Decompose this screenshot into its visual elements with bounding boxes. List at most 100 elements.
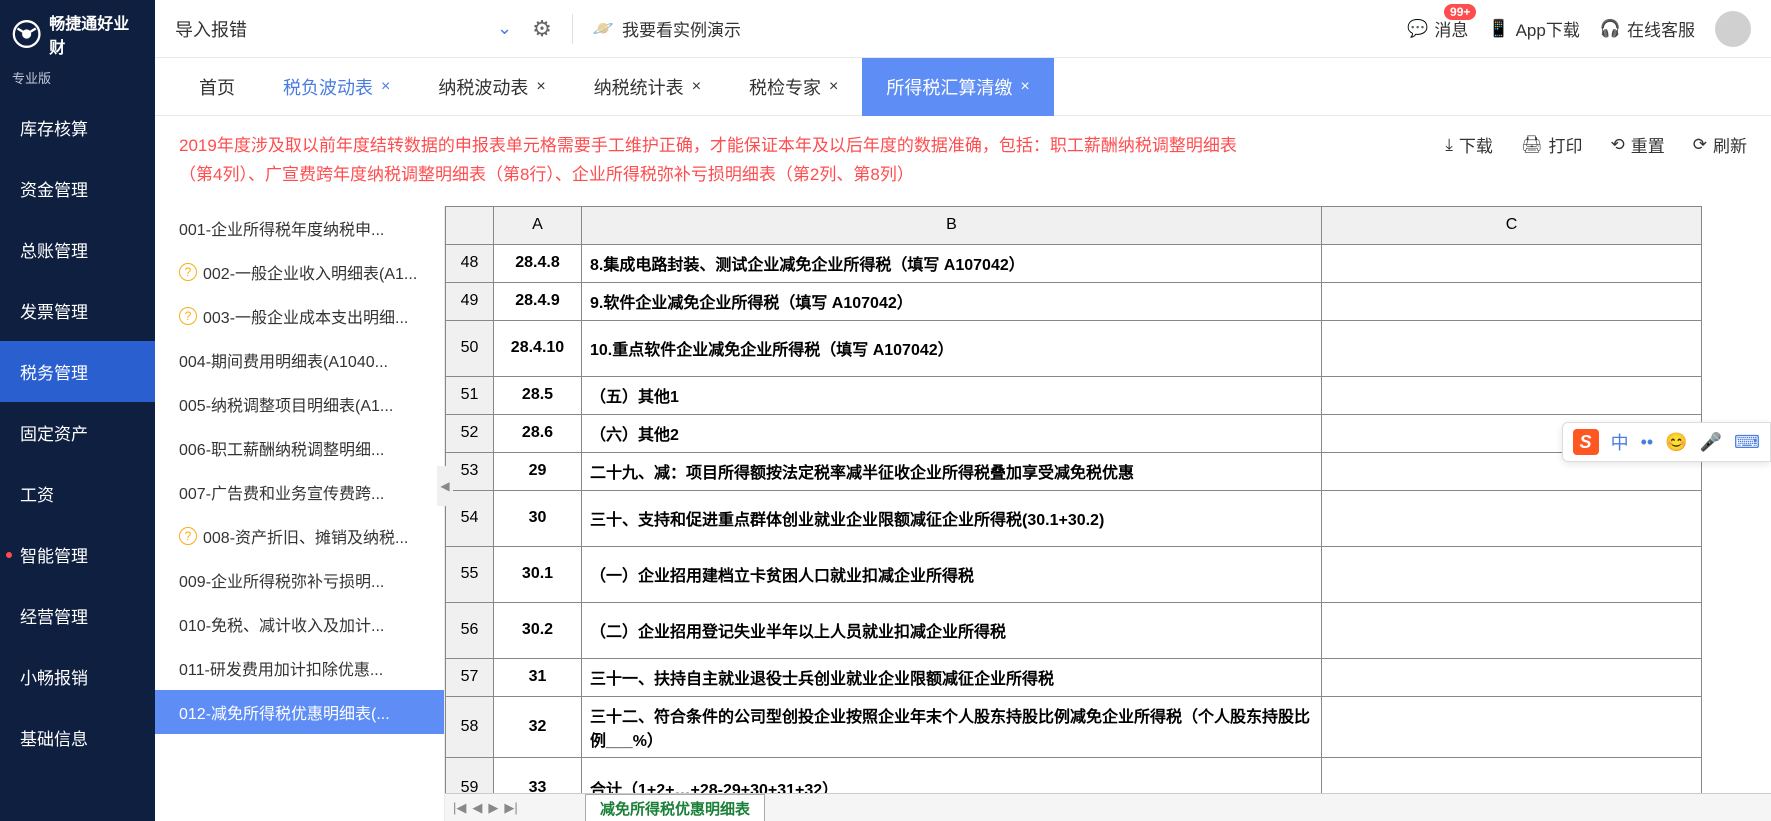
tree-item-9[interactable]: 010-免税、减计收入及加计... [155, 602, 444, 646]
messages-button[interactable]: 💬 消息 99+ [1407, 16, 1468, 41]
ime-mic-icon[interactable]: 🎤 [1700, 432, 1722, 453]
col-header-B[interactable]: B [582, 206, 1322, 244]
close-icon[interactable]: × [692, 78, 701, 96]
nav-item-8[interactable]: 经营管理 [0, 585, 155, 646]
refresh-button[interactable]: ⟳刷新 [1693, 132, 1747, 157]
nav-item-5[interactable]: 固定资产 [0, 402, 155, 463]
cell[interactable]: 30 [494, 490, 582, 546]
row-header[interactable]: 56 [446, 602, 494, 658]
demo-link[interactable]: 🪐 我要看实例演示 [593, 16, 741, 41]
cell[interactable]: 三十一、扶持自主就业退役士兵创业就业企业限额减征企业所得税 [582, 658, 1322, 696]
cell[interactable] [1322, 546, 1702, 602]
cell[interactable]: 28.6 [494, 414, 582, 452]
cell[interactable] [1322, 658, 1702, 696]
cell[interactable] [1322, 282, 1702, 320]
tab-3[interactable]: 纳税统计表× [570, 58, 725, 116]
row-header[interactable]: 48 [446, 244, 494, 282]
gear-icon[interactable]: ⚙ [532, 16, 552, 42]
sheet-tab[interactable]: 减免所得税优惠明细表 [585, 794, 765, 821]
ime-logo-icon[interactable]: S [1573, 429, 1599, 455]
nav-item-10[interactable]: 基础信息 [0, 707, 155, 768]
cell[interactable] [1322, 244, 1702, 282]
row-header[interactable]: 55 [446, 546, 494, 602]
row-header[interactable]: 57 [446, 658, 494, 696]
cell[interactable]: 三十二、符合条件的公司型创投企业按照企业年末个人股东持股比例减免企业所得税（个人… [582, 696, 1322, 757]
nav-item-7[interactable]: 智能管理 [0, 524, 155, 585]
close-icon[interactable]: × [536, 78, 545, 96]
customer-service-button[interactable]: 🎧 在线客服 [1600, 16, 1695, 41]
nav-item-2[interactable]: 总账管理 [0, 219, 155, 280]
cell[interactable] [1322, 602, 1702, 658]
cell[interactable]: 28.4.10 [494, 320, 582, 376]
cell[interactable]: 28.4.8 [494, 244, 582, 282]
tree-item-6[interactable]: 007-广告费和业务宣传费跨... [155, 470, 444, 514]
cell[interactable] [1322, 696, 1702, 757]
tab-2[interactable]: 纳税波动表× [414, 58, 569, 116]
cell[interactable]: 30.2 [494, 602, 582, 658]
row-header[interactable]: 50 [446, 320, 494, 376]
row-header[interactable]: 49 [446, 282, 494, 320]
cell[interactable]: 9.软件企业减免企业所得税（填写 A107042） [582, 282, 1322, 320]
ime-emoji-icon[interactable]: 😊 [1665, 432, 1687, 453]
page-dropdown[interactable]: 导入报错 ⌄ [175, 16, 512, 42]
ime-keyboard-icon[interactable]: ⌨ [1734, 432, 1760, 453]
col-header-C[interactable]: C [1322, 206, 1702, 244]
nav-item-4[interactable]: 税务管理 [0, 341, 155, 402]
nav-item-1[interactable]: 资金管理 [0, 158, 155, 219]
download-button[interactable]: ⤓下载 [1445, 132, 1493, 157]
tree-item-5[interactable]: 006-职工薪酬纳税调整明细... [155, 426, 444, 470]
tab-4[interactable]: 税检专家× [725, 58, 862, 116]
cell[interactable]: 8.集成电路封装、测试企业减免企业所得税（填写 A107042） [582, 244, 1322, 282]
ime-punct-icon[interactable]: •• [1641, 432, 1654, 453]
tree-item-4[interactable]: 005-纳税调整项目明细表(A1... [155, 382, 444, 426]
nav-item-0[interactable]: 库存核算 [0, 97, 155, 158]
collapse-handle[interactable]: ◀ [437, 466, 453, 506]
cell[interactable]: 29 [494, 452, 582, 490]
avatar[interactable] [1715, 11, 1751, 47]
reset-button[interactable]: ⟲重置 [1611, 132, 1665, 157]
tab-0[interactable]: 首页 [175, 58, 259, 116]
tree-item-10[interactable]: 011-研发费用加计扣除优惠... [155, 646, 444, 690]
nav-item-3[interactable]: 发票管理 [0, 280, 155, 341]
ime-lang[interactable]: 中 [1611, 429, 1629, 455]
sheet-nav-last[interactable]: ▶| [504, 800, 517, 816]
sheet-nav-next[interactable]: ▶ [488, 800, 498, 816]
sheet-nav-first[interactable]: |◀ [453, 800, 466, 816]
nav-item-6[interactable]: 工资 [0, 463, 155, 524]
col-header-A[interactable]: A [494, 206, 582, 244]
tab-5[interactable]: 所得税汇算清缴× [862, 58, 1053, 116]
tree-item-8[interactable]: 009-企业所得税弥补亏损明... [155, 558, 444, 602]
cell[interactable]: 三十、支持和促进重点群体创业就业企业限额减征企业所得税(30.1+30.2) [582, 490, 1322, 546]
tree-item-1[interactable]: 002-一般企业收入明细表(A1... [155, 250, 444, 294]
close-icon[interactable]: × [829, 78, 838, 96]
cell[interactable]: 28.5 [494, 376, 582, 414]
tab-1[interactable]: 税负波动表× [259, 58, 414, 116]
cell[interactable]: 32 [494, 696, 582, 757]
cell[interactable] [1322, 320, 1702, 376]
cell[interactable]: 28.4.9 [494, 282, 582, 320]
row-header[interactable]: 52 [446, 414, 494, 452]
tree-item-7[interactable]: 008-资产折旧、摊销及纳税... [155, 514, 444, 558]
print-button[interactable]: 🖨打印 [1521, 132, 1583, 157]
app-download-button[interactable]: 📱 App下载 [1488, 16, 1579, 41]
cell[interactable]: 二十九、减：项目所得额按法定税率减半征收企业所得税叠加享受减免税优惠 [582, 452, 1322, 490]
cell[interactable] [1322, 490, 1702, 546]
row-header[interactable]: 51 [446, 376, 494, 414]
sheet-nav-prev[interactable]: ◀ [472, 800, 482, 816]
cell[interactable]: （二）企业招用登记失业半年以上人员就业扣减企业所得税 [582, 602, 1322, 658]
cell[interactable]: 10.重点软件企业减免企业所得税（填写 A107042） [582, 320, 1322, 376]
nav-item-9[interactable]: 小畅报销 [0, 646, 155, 707]
tree-item-2[interactable]: 003-一般企业成本支出明细... [155, 294, 444, 338]
cell[interactable]: （六）其他2 [582, 414, 1322, 452]
cell[interactable]: 31 [494, 658, 582, 696]
cell[interactable] [1322, 376, 1702, 414]
tree-item-3[interactable]: 004-期间费用明细表(A1040... [155, 338, 444, 382]
tree-item-11[interactable]: 012-减免所得税优惠明细表(... [155, 690, 444, 734]
close-icon[interactable]: × [1020, 78, 1029, 96]
cell[interactable]: （五）其他1 [582, 376, 1322, 414]
close-icon[interactable]: × [381, 78, 390, 96]
tree-item-0[interactable]: 001-企业所得税年度纳税申... [155, 206, 444, 250]
cell[interactable]: （一）企业招用建档立卡贫困人口就业扣减企业所得税 [582, 546, 1322, 602]
row-header[interactable]: 58 [446, 696, 494, 757]
cell[interactable]: 30.1 [494, 546, 582, 602]
